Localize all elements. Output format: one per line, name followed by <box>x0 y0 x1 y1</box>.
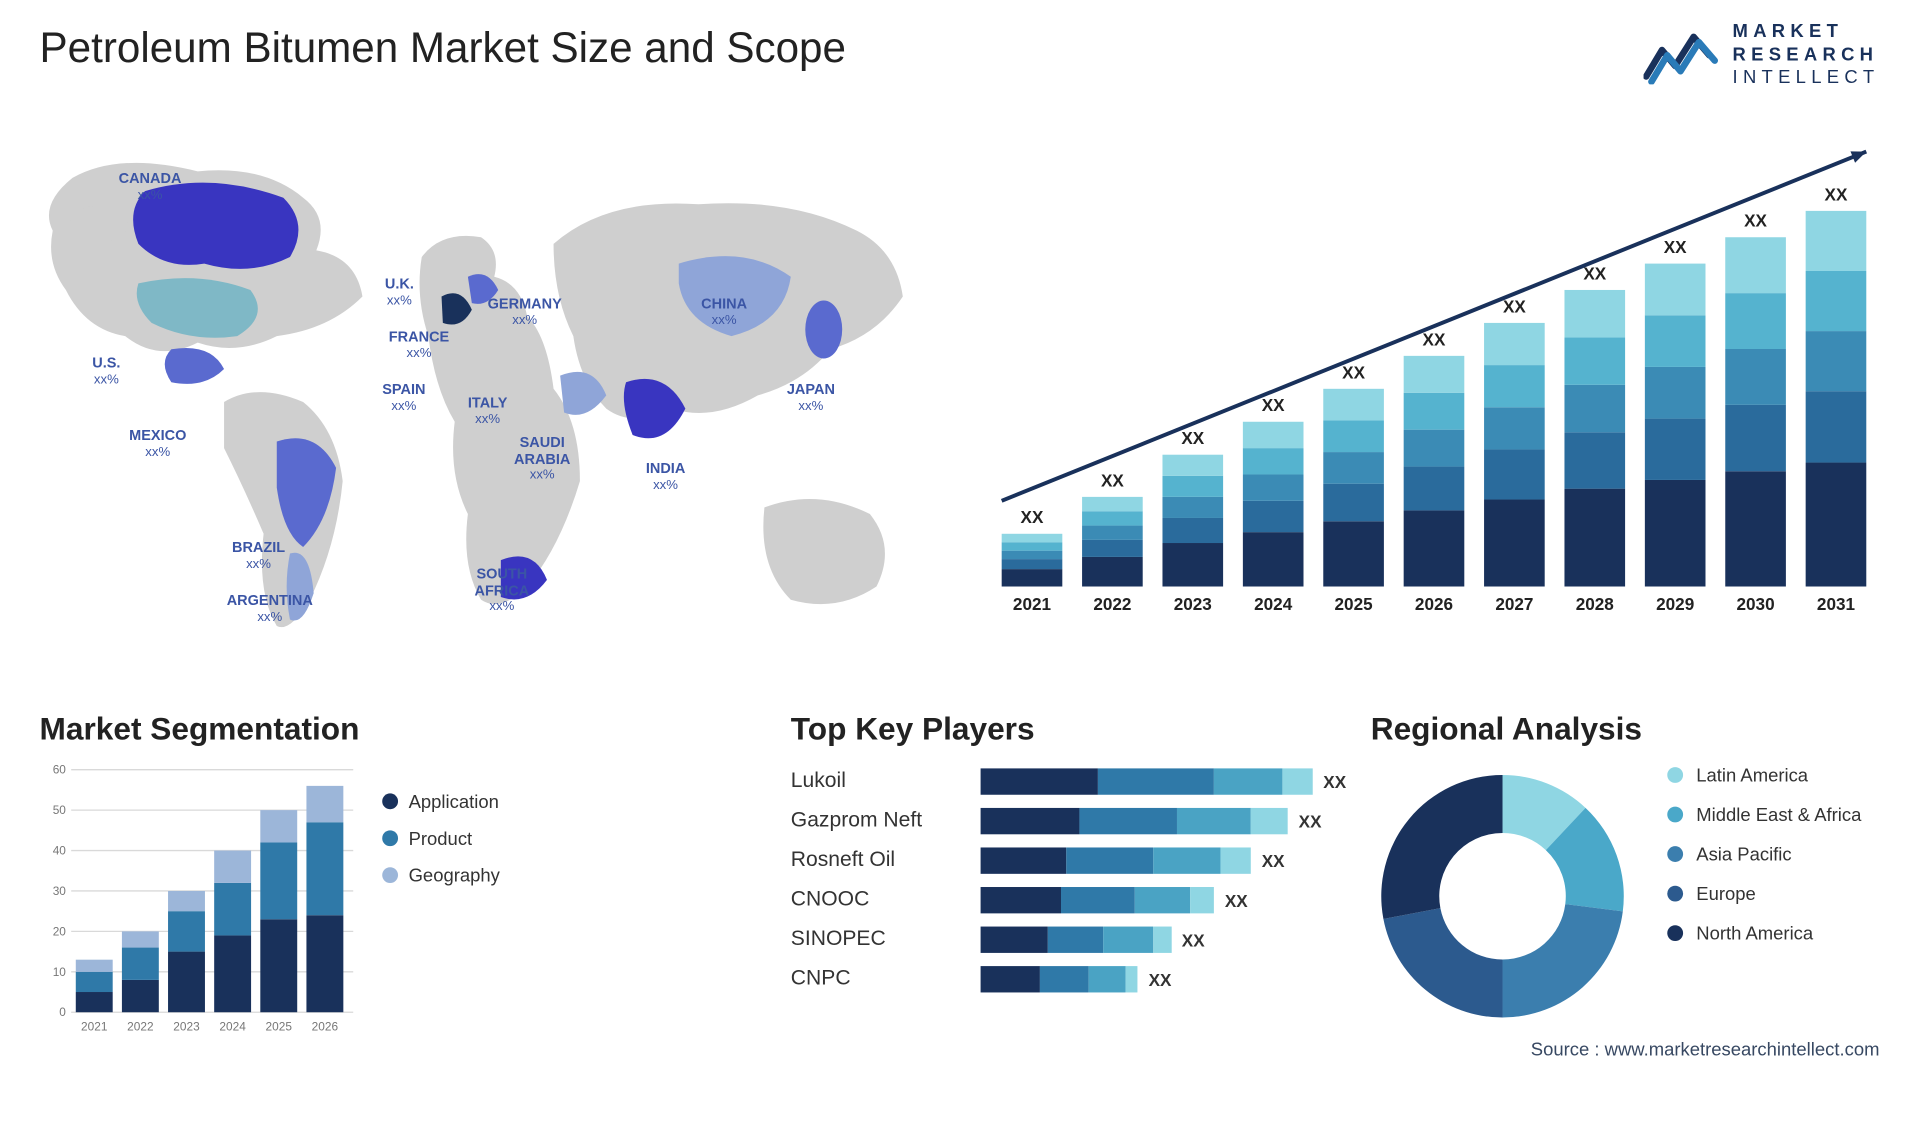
map-label-canada: CANADAxx% <box>119 171 182 203</box>
regional-legend-item: Europe <box>1667 883 1861 904</box>
svg-text:XX: XX <box>1503 296 1526 316</box>
brand-logo-text: MARKET RESEARCH INTELLECT <box>1733 20 1880 89</box>
players-bars: XXXXXXXXXXXX <box>981 762 1371 999</box>
player-label: SINOPEC <box>791 920 962 960</box>
player-label: CNOOC <box>791 880 962 920</box>
player-bar-row: XX <box>981 762 1371 802</box>
map-label-india: INDIAxx% <box>646 461 685 493</box>
world-map: CANADAxx% U.S.xx% MEXICOxx% BRAZILxx% ARGENT… <box>26 125 949 652</box>
svg-text:2025: 2025 <box>1335 594 1374 614</box>
svg-text:20: 20 <box>53 924 67 938</box>
svg-text:XX: XX <box>1825 184 1848 204</box>
svg-text:2028: 2028 <box>1576 594 1614 614</box>
player-label: CNPC <box>791 960 962 1000</box>
player-value: XX <box>1299 811 1322 831</box>
map-label-china: CHINAxx% <box>701 297 747 329</box>
map-label-germany: GERMANYxx% <box>488 297 562 329</box>
segmentation-section: Market Segmentation 0 10 20 30 40 50 60 2021 202… <box>40 712 699 1055</box>
svg-text:0: 0 <box>59 1005 66 1019</box>
map-label-south-africa: SOUTHAFRICAxx% <box>474 567 529 615</box>
map-label-u-k-: U.K.xx% <box>385 277 414 309</box>
player-value: XX <box>1182 930 1205 950</box>
player-bar-row: XX <box>981 801 1371 841</box>
map-label-saudi-arabia: SAUDIARABIAxx% <box>514 435 570 483</box>
map-label-japan: JAPANxx% <box>787 382 835 414</box>
svg-text:2024: 2024 <box>1254 594 1293 614</box>
regional-legend-item: North America <box>1667 923 1861 944</box>
svg-text:XX: XX <box>1423 329 1446 349</box>
segmentation-legend-item: Application <box>382 791 500 812</box>
player-value: XX <box>1149 969 1172 989</box>
player-value: XX <box>1262 851 1285 871</box>
svg-text:XX: XX <box>1664 237 1687 257</box>
segmentation-chart: 0 10 20 30 40 50 60 2021 2022 2023 2024 2025 2026 <box>40 762 356 1039</box>
svg-text:2021: 2021 <box>81 1020 108 1034</box>
regional-section: Regional Analysis Latin America Middle Ea… <box>1371 712 1898 1055</box>
svg-text:2027: 2027 <box>1495 594 1533 614</box>
regional-title: Regional Analysis <box>1371 712 1898 749</box>
svg-text:2023: 2023 <box>173 1020 200 1034</box>
svg-text:2025: 2025 <box>266 1020 293 1034</box>
segmentation-legend-item: Product <box>382 828 500 849</box>
player-label: Lukoil <box>791 762 962 802</box>
svg-text:2024: 2024 <box>219 1020 246 1034</box>
svg-text:40: 40 <box>53 844 67 858</box>
svg-text:XX: XX <box>1744 211 1767 231</box>
svg-text:XX: XX <box>1262 395 1285 415</box>
svg-text:2021: 2021 <box>1013 594 1052 614</box>
map-label-spain: SPAINxx% <box>382 382 425 414</box>
player-bar-row: XX <box>981 920 1371 960</box>
svg-text:50: 50 <box>53 803 67 817</box>
map-label-mexico: MEXICOxx% <box>129 428 186 460</box>
brand-logo-icon <box>1643 24 1719 85</box>
svg-text:2026: 2026 <box>1415 594 1453 614</box>
svg-text:2022: 2022 <box>1093 594 1131 614</box>
regional-legend-item: Middle East & Africa <box>1667 804 1861 825</box>
source-attribution: Source : www.marketresearchintellect.com <box>1531 1039 1880 1060</box>
map-label-france: FRANCExx% <box>389 330 449 362</box>
svg-text:XX: XX <box>1101 470 1124 490</box>
map-label-u-s-: U.S.xx% <box>92 356 120 388</box>
svg-text:30: 30 <box>53 884 67 898</box>
map-label-brazil: BRAZILxx% <box>232 540 285 572</box>
svg-text:2031: 2031 <box>1817 594 1856 614</box>
regional-legend: Latin America Middle East & Africa Asia Pa… <box>1667 764 1861 962</box>
player-label: Gazprom Neft <box>791 801 962 841</box>
player-bar-row: XX <box>981 960 1371 1000</box>
svg-text:XX: XX <box>1342 362 1365 382</box>
svg-text:XX: XX <box>1021 507 1044 527</box>
players-section: Top Key Players LukoilGazprom NeftRosnef… <box>791 712 1371 1055</box>
svg-text:2022: 2022 <box>127 1020 153 1034</box>
regional-legend-item: Latin America <box>1667 764 1861 785</box>
market-size-chart: XX 2021 XX 2022 XX 2023 XX 2024 XX 2025 XX 2026 XX 20… <box>975 138 1871 626</box>
players-labels: LukoilGazprom NeftRosneft OilCNOOCSINOPE… <box>791 762 962 999</box>
svg-text:2030: 2030 <box>1737 594 1775 614</box>
player-bar-row: XX <box>981 841 1371 881</box>
svg-text:XX: XX <box>1181 428 1204 448</box>
market-size-chart-svg: XX 2021 XX 2022 XX 2023 XX 2024 XX 2025 XX 2026 XX 20… <box>975 138 1871 626</box>
players-title: Top Key Players <box>791 712 1371 749</box>
player-value: XX <box>1225 890 1248 910</box>
brand-logo: MARKET RESEARCH INTELLECT <box>1643 20 1880 89</box>
page-title: Petroleum Bitumen Market Size and Scope <box>40 24 846 73</box>
segmentation-legend: Application Product Geography <box>382 791 500 902</box>
regional-legend-item: Asia Pacific <box>1667 844 1861 865</box>
svg-text:10: 10 <box>53 965 67 979</box>
segmentation-title: Market Segmentation <box>40 712 699 749</box>
player-value: XX <box>1323 772 1346 792</box>
svg-text:2029: 2029 <box>1656 594 1694 614</box>
map-label-argentina: ARGENTINAxx% <box>227 593 313 625</box>
svg-text:2026: 2026 <box>312 1020 339 1034</box>
regional-donut <box>1371 764 1635 1028</box>
segmentation-legend-item: Geography <box>382 865 500 886</box>
svg-text:60: 60 <box>53 763 67 777</box>
player-bar-row: XX <box>981 880 1371 920</box>
player-label: Rosneft Oil <box>791 841 962 881</box>
svg-text:2023: 2023 <box>1174 594 1212 614</box>
map-label-italy: ITALYxx% <box>468 395 507 427</box>
